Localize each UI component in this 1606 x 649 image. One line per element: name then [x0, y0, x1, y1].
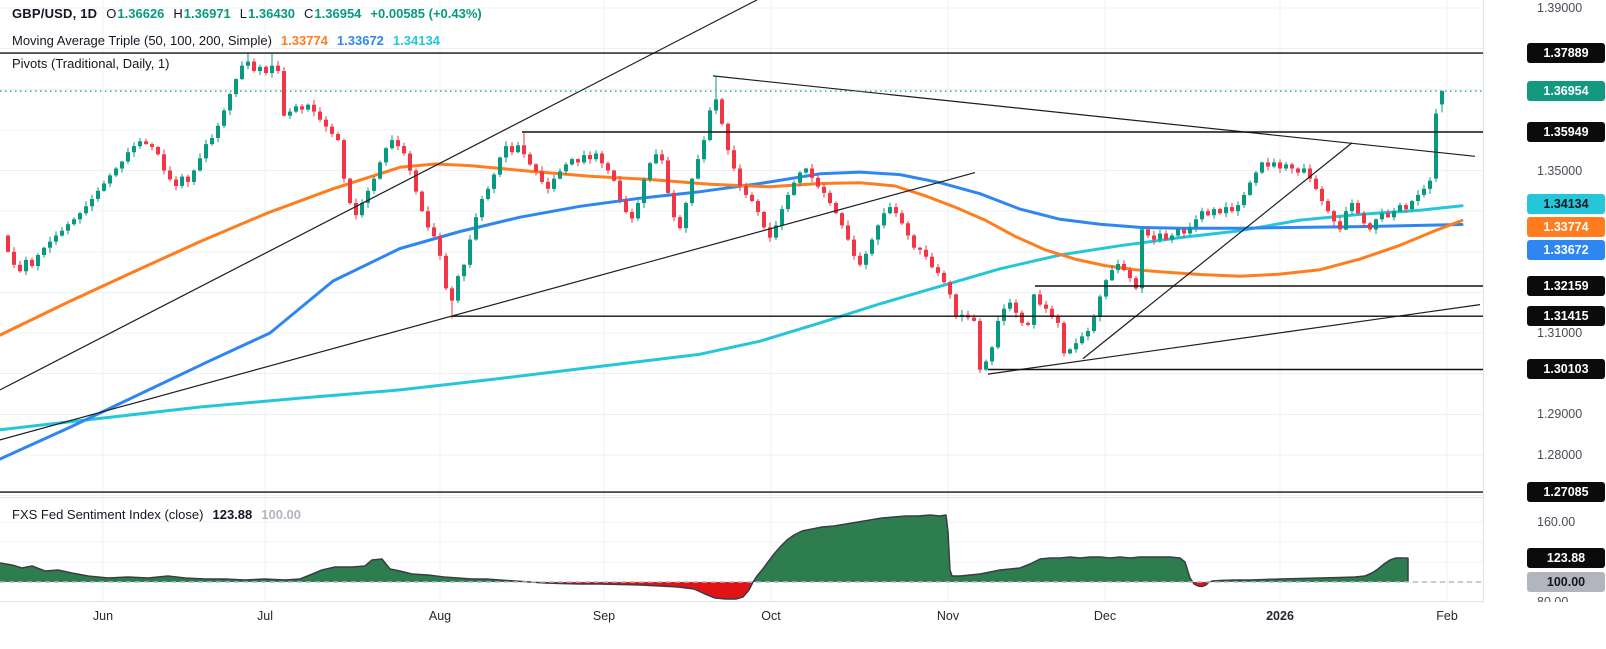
- open-value: O1.36626: [106, 6, 165, 21]
- symbol-title: GBP/USD, 1D: [12, 6, 98, 21]
- sentiment-area-positive: [0, 559, 531, 582]
- ma200-value: 1.34134: [392, 33, 440, 48]
- high-value: H1.36971: [173, 6, 231, 21]
- ma100-line: [0, 170, 1464, 461]
- ma100-value: 1.33672: [336, 33, 384, 48]
- time-axis-label-aug: Aug: [428, 609, 452, 623]
- sentiment-baseline-badge: 100.00: [1527, 572, 1605, 592]
- sentiment-axis-label: 160.00: [1537, 515, 1576, 529]
- time-axis-label-jun: Jun: [92, 609, 114, 623]
- ma200-price-badge: 1.34134: [1527, 194, 1605, 214]
- candle-bodies: [6, 61, 1444, 370]
- time-axis-label-sep: Sep: [592, 609, 616, 623]
- price-axis-label: 1.39000: [1537, 1, 1583, 15]
- sentiment-value: 123.88: [212, 507, 253, 522]
- time-axis-label-2026: 2026: [1266, 609, 1294, 623]
- price-axis[interactable]: 1.39000 1.35000 1.31000 1.29000 1.28000 1.378…: [1484, 0, 1606, 634]
- ma200-line: [0, 204, 1464, 432]
- time-axis-label-nov: Nov: [936, 609, 960, 623]
- pivot-price-badge: 1.30103: [1527, 359, 1605, 380]
- ma50-value: 1.33774: [280, 33, 328, 48]
- sentiment-baseline-value: 100.00: [261, 507, 302, 522]
- pivot-price-badge: 1.27085: [1527, 482, 1605, 503]
- close-value: C1.36954: [304, 6, 362, 21]
- sentiment-area-positive: [1209, 558, 1408, 582]
- price-axis-label: 1.28000: [1537, 447, 1583, 462]
- time-axis-label-jul: Jul: [257, 609, 273, 623]
- pivot-price-badge: 1.31415: [1527, 306, 1605, 327]
- ma-indicator-row[interactable]: Moving Average Triple (50, 100, 200, Sim…: [12, 33, 440, 48]
- ma100-price-badge: 1.33672: [1527, 240, 1605, 260]
- pivots-indicator-row[interactable]: Pivots (Traditional, Daily, 1): [12, 56, 170, 71]
- ma50-line: [0, 162, 1464, 337]
- time-axis-label-oct: Oct: [761, 609, 781, 623]
- trendline: [0, 0, 758, 391]
- pivots-indicator-title: Pivots (Traditional, Daily, 1): [12, 56, 170, 71]
- price-axis-label: 1.29000: [1537, 407, 1583, 422]
- sentiment-area-positive: [753, 515, 1193, 582]
- ma50-price-badge: 1.33774: [1527, 217, 1605, 237]
- time-axis[interactable]: Jun Jul Aug Sep Oct Nov Dec 2026 Feb: [0, 602, 1606, 634]
- symbol-legend-row[interactable]: GBP/USD, 1D O1.36626 H1.36971 L1.36430 C…: [12, 6, 482, 21]
- pivot-price-badge: 1.37889: [1527, 43, 1605, 64]
- price-axis-label: 1.35000: [1537, 163, 1583, 178]
- low-value: L1.36430: [239, 6, 296, 21]
- sentiment-value-badge: 123.88: [1527, 548, 1605, 569]
- trendline: [712, 75, 1476, 157]
- trendline: [1082, 142, 1353, 360]
- price-axis-label: 1.31000: [1537, 326, 1583, 341]
- sentiment-area-negative: [530, 582, 753, 599]
- ma-indicator-title: Moving Average Triple (50, 100, 200, Sim…: [12, 33, 272, 48]
- time-axis-label-feb: Feb: [1436, 609, 1458, 623]
- trendline: [0, 172, 976, 441]
- pivot-price-badge: 1.32159: [1527, 275, 1605, 296]
- change-value: +0.00585 (+0.43%): [370, 6, 482, 21]
- sentiment-indicator-row[interactable]: FXS Fed Sentiment Index (close) 123.88 1…: [12, 507, 301, 522]
- pivot-price-badge: 1.35949: [1527, 121, 1605, 142]
- trendline: [987, 304, 1481, 375]
- sentiment-indicator-title: FXS Fed Sentiment Index (close): [12, 507, 204, 522]
- time-axis-label-dec: Dec: [1093, 609, 1117, 623]
- last-price-badge: 1.36954: [1527, 81, 1605, 102]
- sentiment-outline: [0, 514, 1409, 600]
